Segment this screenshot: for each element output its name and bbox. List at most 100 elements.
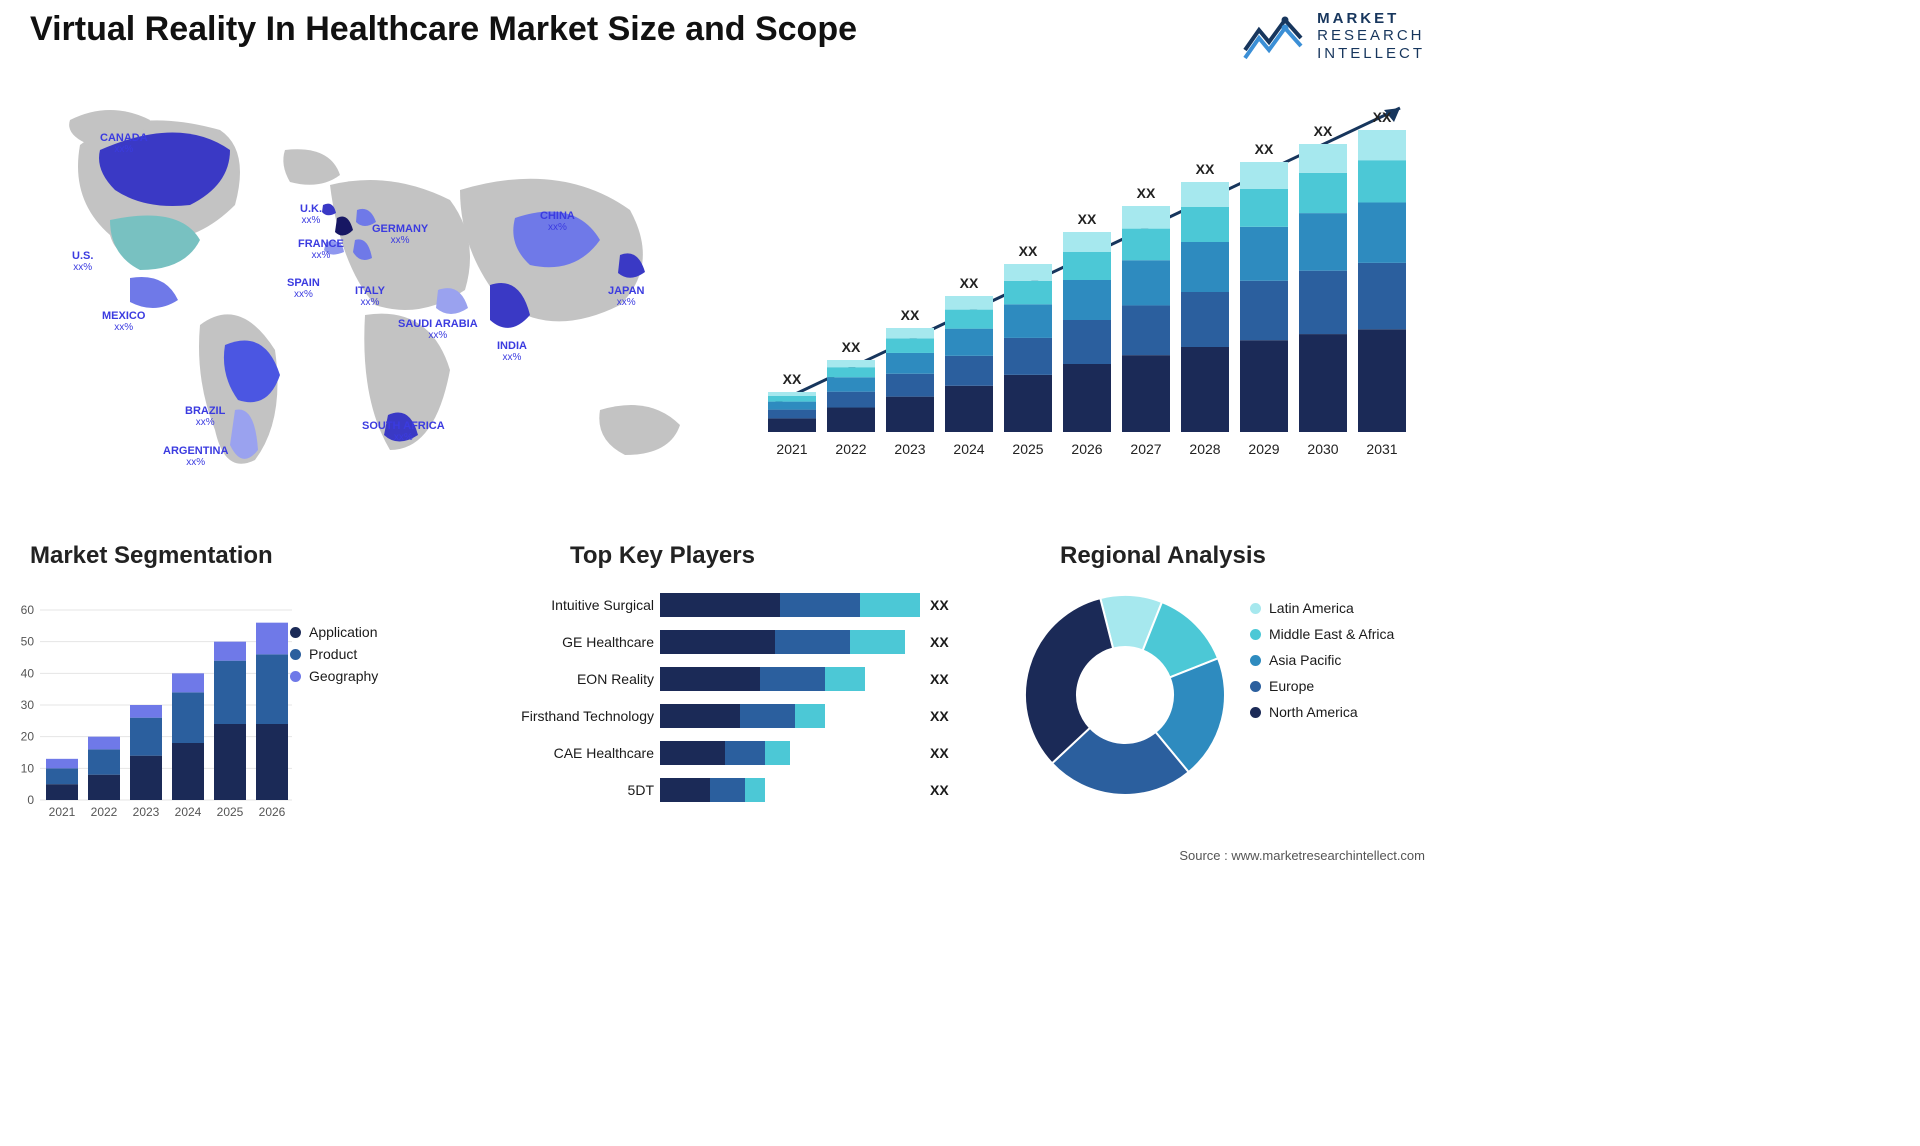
main-bar-seg	[1240, 281, 1288, 340]
main-bar-seg	[886, 397, 934, 432]
main-bar-seg	[1181, 182, 1229, 207]
tkp-value: XX	[930, 708, 949, 724]
regional-analysis-title: Regional Analysis	[1060, 542, 1266, 570]
seg-legend-item: Application	[290, 624, 378, 640]
source-footer: Source : www.marketresearchintellect.com	[1179, 848, 1425, 863]
main-bar-seg	[1240, 189, 1288, 227]
main-bar-seg	[1240, 340, 1288, 432]
tkp-bar-seg	[660, 704, 740, 728]
map-label-canada: CANADAxx%	[100, 132, 148, 155]
tkp-label: EON Reality	[500, 671, 660, 687]
regional-legend-item: North America	[1250, 704, 1394, 720]
tkp-value: XX	[930, 745, 949, 761]
tkp-bar-seg	[760, 667, 825, 691]
tkp-row: EON Reality XX	[500, 662, 1000, 696]
regional-legend: Latin AmericaMiddle East & AfricaAsia Pa…	[1250, 590, 1394, 730]
svg-text:XX: XX	[1019, 243, 1038, 259]
map-label-argentina: ARGENTINAxx%	[163, 445, 228, 468]
main-bar-seg	[1181, 242, 1229, 292]
seg-bar-seg	[46, 759, 78, 769]
main-bar-seg	[945, 296, 993, 310]
seg-bar-seg	[46, 768, 78, 784]
main-bar-seg	[1063, 252, 1111, 280]
svg-text:2031: 2031	[1366, 441, 1397, 457]
main-bar-seg	[1240, 162, 1288, 189]
main-bar-seg	[1122, 229, 1170, 261]
main-bar-seg	[945, 356, 993, 386]
seg-bar-seg	[130, 718, 162, 756]
svg-text:40: 40	[21, 666, 35, 680]
main-bar-seg	[827, 408, 875, 432]
svg-text:2027: 2027	[1130, 441, 1161, 457]
main-bar-seg	[768, 410, 816, 419]
regional-legend-item: Asia Pacific	[1250, 652, 1394, 668]
seg-bar-seg	[172, 692, 204, 743]
tkp-bar-seg	[765, 741, 790, 765]
main-bar-seg	[886, 338, 934, 353]
tkp-bar	[660, 630, 920, 654]
seg-bar-seg	[172, 673, 204, 692]
tkp-row: 5DTXX	[500, 773, 1000, 807]
main-bar-seg	[1004, 264, 1052, 281]
tkp-bar-seg	[860, 593, 920, 617]
map-label-south-africa: SOUTH AFRICAxx%	[362, 420, 445, 443]
tkp-bar	[660, 778, 920, 802]
seg-bar-seg	[256, 654, 288, 724]
main-bar-seg	[1004, 281, 1052, 305]
brand-logo: MARKET RESEARCH INTELLECT	[1241, 10, 1425, 62]
main-bar-seg	[945, 386, 993, 432]
main-bar-seg	[1063, 232, 1111, 252]
page-title: Virtual Reality In Healthcare Market Siz…	[30, 10, 857, 49]
svg-text:XX: XX	[1137, 185, 1156, 201]
main-bar-seg	[1063, 320, 1111, 364]
svg-text:2021: 2021	[776, 441, 807, 457]
main-bar-seg	[768, 392, 816, 396]
main-bar-seg	[1004, 304, 1052, 338]
regional-donut	[1010, 580, 1240, 810]
seg-bar-seg	[214, 724, 246, 800]
main-bar-seg	[768, 402, 816, 410]
tkp-value: XX	[930, 782, 949, 798]
main-bar-seg	[1358, 329, 1406, 432]
regional-legend-item: Europe	[1250, 678, 1394, 694]
tkp-bar	[660, 667, 920, 691]
svg-text:2026: 2026	[1071, 441, 1102, 457]
world-map: CANADAxx%U.S.xx%MEXICOxx%BRAZILxx%ARGENT…	[30, 90, 710, 490]
seg-bar-seg	[88, 775, 120, 800]
map-label-india: INDIAxx%	[497, 340, 527, 363]
tkp-bar-seg	[825, 667, 865, 691]
tkp-value: XX	[930, 671, 949, 687]
main-bar-seg	[1299, 271, 1347, 334]
svg-text:2023: 2023	[894, 441, 925, 457]
map-label-u-s-: U.S.xx%	[72, 250, 93, 273]
main-bar-seg	[1063, 280, 1111, 320]
logo-icon	[1241, 10, 1307, 62]
svg-text:XX: XX	[901, 307, 920, 323]
svg-text:0: 0	[27, 793, 34, 807]
header: Virtual Reality In Healthcare Market Siz…	[30, 10, 1425, 62]
seg-bar-seg	[256, 623, 288, 655]
main-bar-seg	[886, 374, 934, 397]
tkp-bar-seg	[740, 704, 795, 728]
main-bar-seg	[1063, 364, 1111, 432]
main-bar-seg	[768, 396, 816, 402]
main-bar-seg	[1240, 227, 1288, 281]
svg-text:2024: 2024	[953, 441, 984, 457]
svg-text:2026: 2026	[259, 805, 286, 819]
tkp-bar-seg	[710, 778, 745, 802]
map-label-mexico: MEXICOxx%	[102, 310, 145, 333]
svg-text:2028: 2028	[1189, 441, 1220, 457]
main-bar-seg	[886, 328, 934, 338]
tkp-label: CAE Healthcare	[500, 745, 660, 761]
svg-text:XX: XX	[842, 339, 861, 355]
top-key-players-title: Top Key Players	[570, 542, 755, 570]
seg-legend-item: Geography	[290, 668, 378, 684]
main-bar-seg	[827, 360, 875, 367]
seg-bar-seg	[172, 743, 204, 800]
main-bar-seg	[1358, 202, 1406, 262]
seg-bar-seg	[130, 756, 162, 800]
tkp-bar-seg	[850, 630, 905, 654]
tkp-bar-seg	[775, 630, 850, 654]
tkp-bar	[660, 593, 920, 617]
svg-text:2021: 2021	[49, 805, 76, 819]
